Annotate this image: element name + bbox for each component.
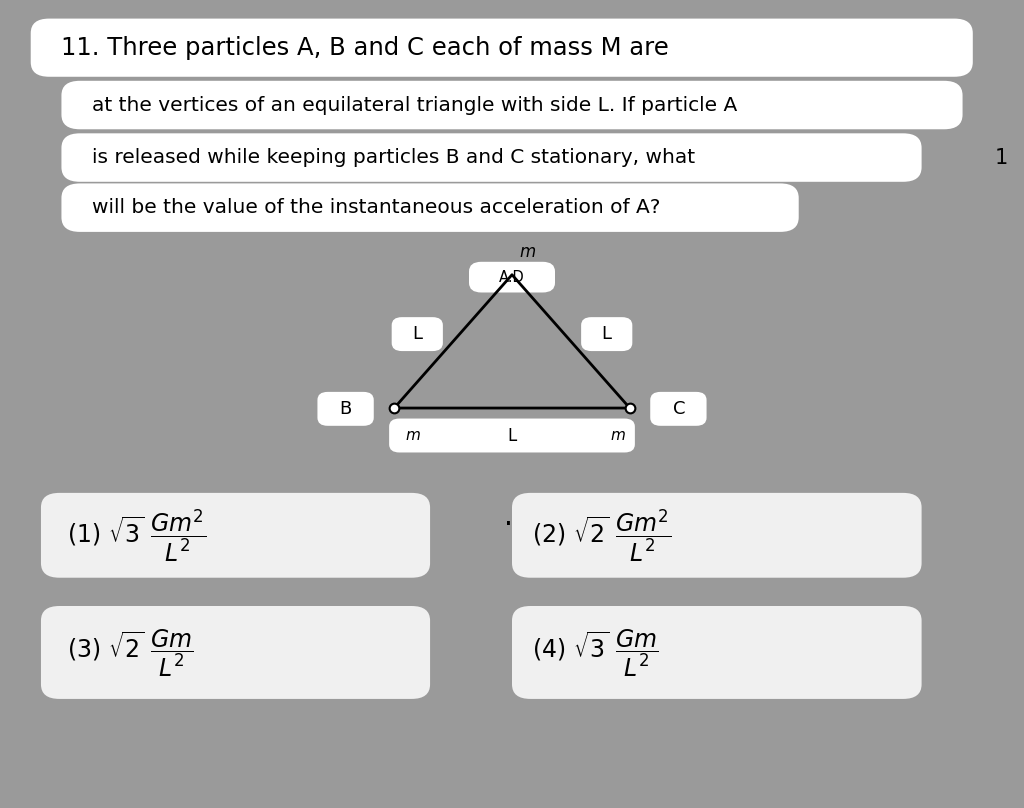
FancyBboxPatch shape [391, 317, 442, 351]
Text: 1: 1 [995, 148, 1008, 167]
Text: m: m [406, 428, 420, 443]
Text: ·: · [505, 511, 513, 539]
FancyBboxPatch shape [41, 606, 430, 699]
Text: m: m [519, 243, 536, 261]
FancyBboxPatch shape [317, 392, 374, 426]
FancyBboxPatch shape [389, 419, 635, 452]
Text: L: L [507, 427, 517, 444]
Text: $(3)\ \sqrt{2}\ \dfrac{Gm}{L^2}$: $(3)\ \sqrt{2}\ \dfrac{Gm}{L^2}$ [67, 627, 194, 679]
Text: $(2)\ \sqrt{2}\ \dfrac{Gm^2}{L^2}$: $(2)\ \sqrt{2}\ \dfrac{Gm^2}{L^2}$ [532, 507, 672, 564]
FancyBboxPatch shape [469, 262, 555, 292]
FancyBboxPatch shape [512, 493, 922, 578]
FancyBboxPatch shape [512, 606, 922, 699]
Text: L: L [413, 325, 422, 343]
Text: B: B [339, 400, 351, 418]
FancyBboxPatch shape [582, 317, 633, 351]
FancyBboxPatch shape [650, 392, 707, 426]
Text: m: m [610, 428, 625, 443]
Text: $(4)\ \sqrt{3}\ \dfrac{Gm}{L^2}$: $(4)\ \sqrt{3}\ \dfrac{Gm}{L^2}$ [532, 627, 659, 679]
Text: $(1)\ \sqrt{3}\ \dfrac{Gm^2}{L^2}$: $(1)\ \sqrt{3}\ \dfrac{Gm^2}{L^2}$ [67, 507, 206, 564]
Text: 11. Three particles A, B and C each of mass M are: 11. Three particles A, B and C each of m… [61, 36, 670, 60]
Text: is released while keeping particles B and C stationary, what: is released while keeping particles B an… [92, 148, 695, 167]
FancyBboxPatch shape [61, 133, 922, 182]
FancyBboxPatch shape [31, 19, 973, 77]
Text: L: L [602, 325, 611, 343]
Text: will be the value of the instantaneous acceleration of A?: will be the value of the instantaneous a… [92, 198, 660, 217]
FancyBboxPatch shape [61, 81, 963, 129]
Text: A.D: A.D [499, 270, 525, 284]
FancyBboxPatch shape [61, 183, 799, 232]
Text: at the vertices of an equilateral triangle with side L. If particle A: at the vertices of an equilateral triang… [92, 95, 737, 115]
Text: C: C [673, 400, 685, 418]
FancyBboxPatch shape [41, 493, 430, 578]
